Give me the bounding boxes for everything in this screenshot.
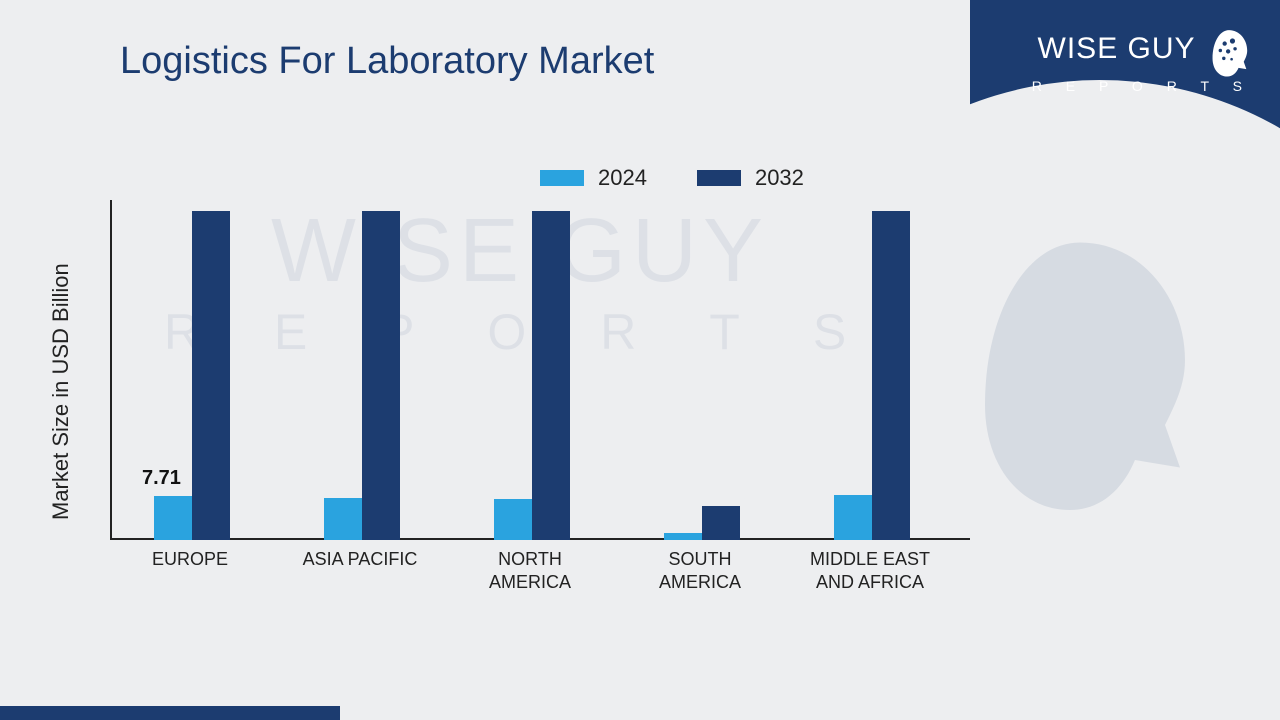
plot-area: 7.71 <box>110 200 970 540</box>
bar-value-label: 7.71 <box>142 467 181 490</box>
bar-2024 <box>494 499 532 540</box>
category-label: EUROPE <box>120 548 260 571</box>
category-label: MIDDLE EAST AND AFRICA <box>800 548 940 593</box>
bar-2024 <box>154 496 192 540</box>
bar-2024 <box>664 533 702 540</box>
bar-2032 <box>192 211 230 540</box>
bottom-accent-bar <box>0 706 340 720</box>
brand-head-icon <box>1206 28 1252 80</box>
legend-swatch-2024 <box>540 170 584 186</box>
watermark-head-icon <box>950 230 1210 530</box>
category-label: ASIA PACIFIC <box>290 548 430 571</box>
bar-2024 <box>324 498 362 541</box>
brand-line1: WISE GUY <box>1038 32 1196 65</box>
bar-2024 <box>834 495 872 540</box>
brand-logo: WISE GUY R E P O R T S <box>1032 28 1252 94</box>
legend-label-2032: 2032 <box>755 165 804 191</box>
bar-2032 <box>872 211 910 540</box>
bar-2032 <box>532 211 570 540</box>
category-label: SOUTH AMERICA <box>630 548 770 593</box>
legend-item-2024: 2024 <box>540 165 647 191</box>
y-axis-line <box>110 200 112 540</box>
legend-label-2024: 2024 <box>598 165 647 191</box>
legend-item-2032: 2032 <box>697 165 804 191</box>
bar-2032 <box>702 506 740 540</box>
chart-canvas: WISE GUY R E P O R T S WISE GUY R E P O … <box>0 0 1280 720</box>
y-axis-label: Market Size in USD Billion <box>48 263 74 520</box>
legend: 2024 2032 <box>540 165 804 191</box>
chart-title: Logistics For Laboratory Market <box>120 40 654 83</box>
brand-line2: R E P O R T S <box>1032 78 1252 94</box>
category-label: NORTH AMERICA <box>460 548 600 593</box>
bar-2032 <box>362 211 400 540</box>
legend-swatch-2032 <box>697 170 741 186</box>
